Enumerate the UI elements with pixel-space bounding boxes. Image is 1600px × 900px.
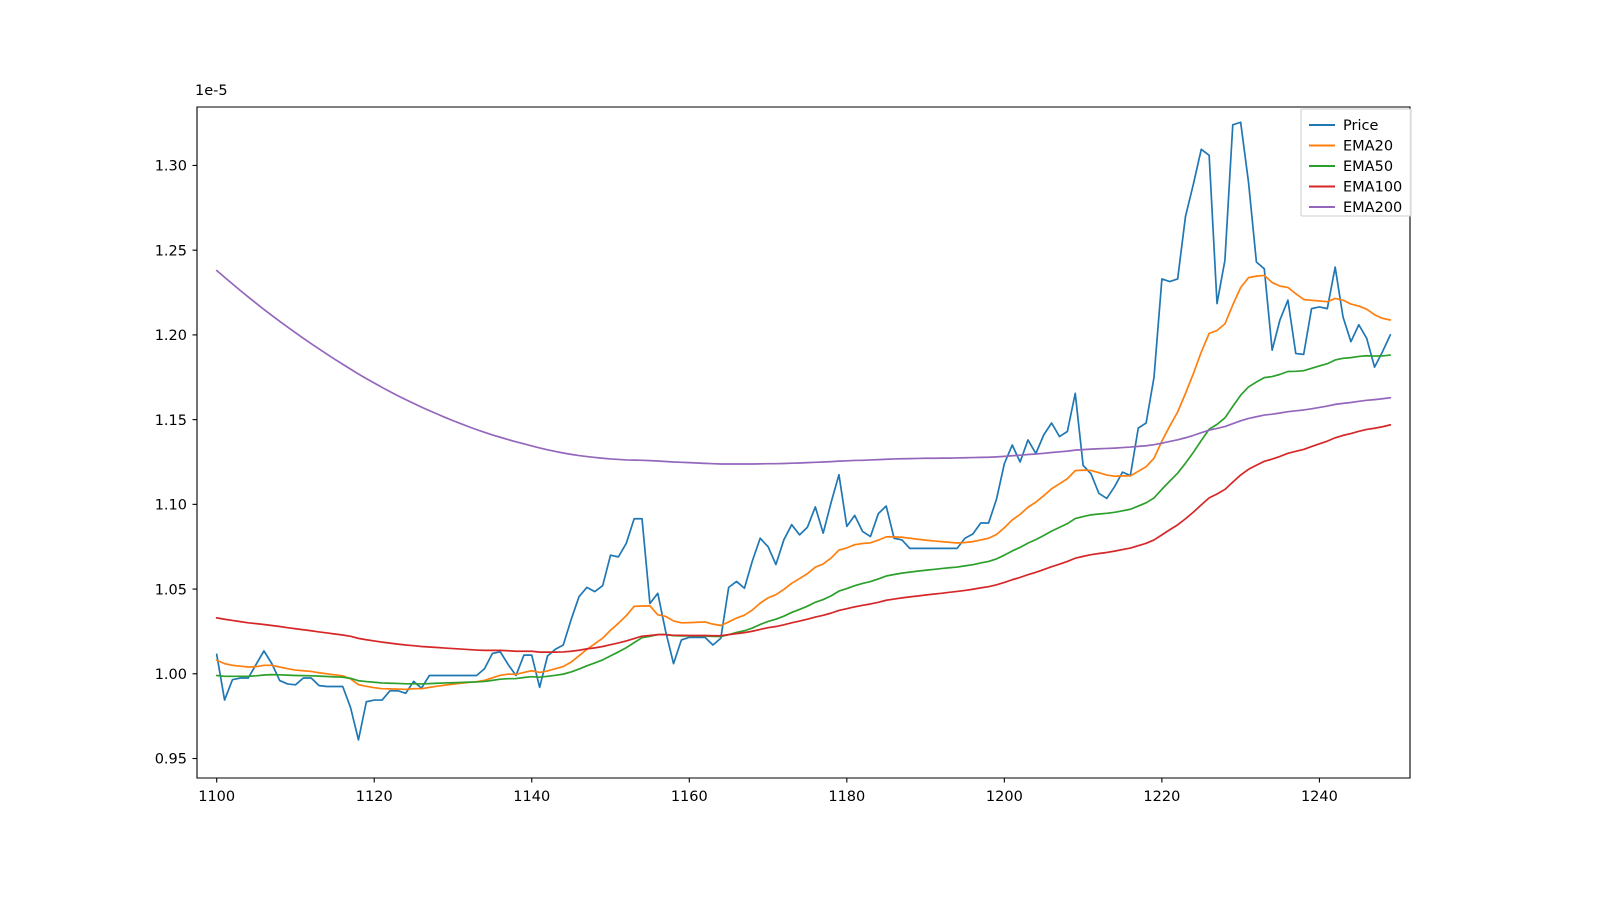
x-axis-ticks: 1100 1120 1140 1160 1180 1200 1220 1240	[198, 778, 1338, 805]
series-line-ema20	[215, 274, 1392, 691]
y-tick-label: 1.05	[155, 582, 187, 598]
y-tick-label: 1.15	[155, 413, 187, 429]
y-tick-label: 1.00	[155, 667, 187, 683]
x-tick-label: 1100	[198, 789, 235, 805]
y-tick-label: 1.10	[155, 498, 187, 514]
legend-label-price: Price	[1343, 118, 1378, 134]
series-line-ema200	[215, 269, 1392, 465]
series-line-ema50	[215, 354, 1392, 685]
chart-legend[interactable]: Price EMA20 EMA50 EMA100 EMA200	[1300, 108, 1412, 217]
legend-background	[1300, 108, 1412, 217]
legend-label-ema200: EMA200	[1343, 200, 1402, 216]
legend-label-ema20: EMA20	[1343, 139, 1393, 155]
y-tick-label: 1.25	[155, 243, 187, 259]
x-tick-label: 1120	[356, 789, 393, 805]
y-axis-offset-label: 1e-5	[195, 83, 228, 99]
legend-label-ema50: EMA50	[1343, 159, 1393, 175]
series-line-ema100	[215, 424, 1392, 653]
y-tick-label: 0.95	[155, 752, 187, 768]
x-tick-label: 1220	[1143, 789, 1180, 805]
y-tick-label: 1.20	[155, 328, 187, 344]
x-tick-label: 1200	[986, 789, 1023, 805]
x-tick-label: 1180	[828, 789, 865, 805]
y-tick-label: 1.30	[155, 159, 187, 175]
legend-label-ema100: EMA100	[1343, 180, 1402, 196]
x-tick-label: 1140	[513, 789, 550, 805]
x-tick-label: 1160	[671, 789, 708, 805]
data-series-group	[215, 121, 1392, 741]
x-tick-label: 1240	[1301, 789, 1338, 805]
y-axis-ticks: 0.95 1.00 1.05 1.10 1.15 1.20 1.25 1.30	[155, 159, 197, 768]
axes-spines	[196, 106, 1411, 779]
